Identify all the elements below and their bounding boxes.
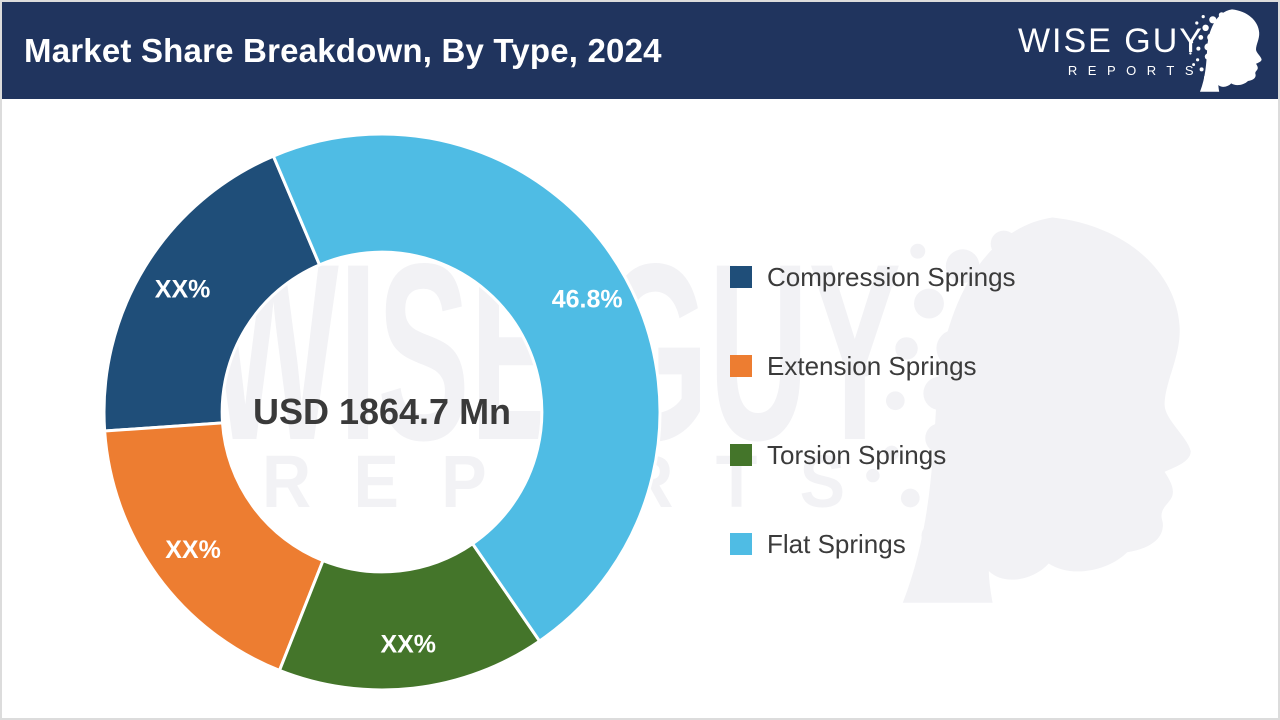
- donut-slice-compression-springs: [102, 154, 322, 433]
- face-dots: [1189, 8, 1262, 92]
- legend-item-flat-springs: Flat Springs: [730, 528, 1016, 559]
- legend-swatch: [730, 444, 752, 466]
- legend-swatch: [730, 355, 752, 377]
- logo-subtitle: REPORTS: [1067, 63, 1204, 78]
- watermark-face-icon: [852, 217, 1191, 603]
- chart-legend: Compression Springs Extension Springs Tors…: [730, 261, 1016, 559]
- slice-label-extension-springs: XX%: [165, 536, 221, 564]
- header-bar: Market Share Breakdown, By Type, 2024 WI…: [2, 2, 1278, 99]
- logo-text: WISE GUY REPORTS: [1018, 24, 1204, 77]
- legend-item-extension-springs: Extension Springs: [730, 350, 1016, 381]
- legend-item-compression-springs: Compression Springs: [730, 261, 1016, 292]
- wiseguy-logo: WISE GUY REPORTS: [1018, 7, 1264, 95]
- page-title: Market Share Breakdown, By Type, 2024: [24, 31, 662, 69]
- legend-swatch: [730, 266, 752, 288]
- legend-label: Compression Springs: [767, 261, 1016, 292]
- slice-label-compression-springs: XX%: [155, 276, 211, 304]
- logo-wordmark: WISE GUY: [1017, 22, 1204, 60]
- slice-label-flat-springs: 46.8%: [552, 285, 623, 313]
- donut-slice-torsion-springs: [277, 541, 542, 692]
- slice-label-torsion-springs: XX%: [380, 631, 436, 659]
- legend-label: Extension Springs: [767, 350, 977, 381]
- chart-center-value: USD 1864.7 Mn: [252, 391, 512, 432]
- legend-swatch: [730, 533, 752, 555]
- legend-item-torsion-springs: Torsion Springs: [730, 439, 1016, 470]
- donut-slice-extension-springs: [103, 421, 325, 673]
- chart-area: WISE GUY REPORTS XX%XX%XX%46.8% USD 1864…: [2, 99, 1278, 718]
- legend-label: Torsion Springs: [767, 439, 947, 470]
- wiseguy-face-icon: [1189, 8, 1262, 92]
- donut-chart: XX% XX% XX% 46.8%: [102, 132, 662, 692]
- legend-label: Flat Springs: [767, 528, 906, 559]
- donut-slice-flat-springs: [271, 132, 662, 644]
